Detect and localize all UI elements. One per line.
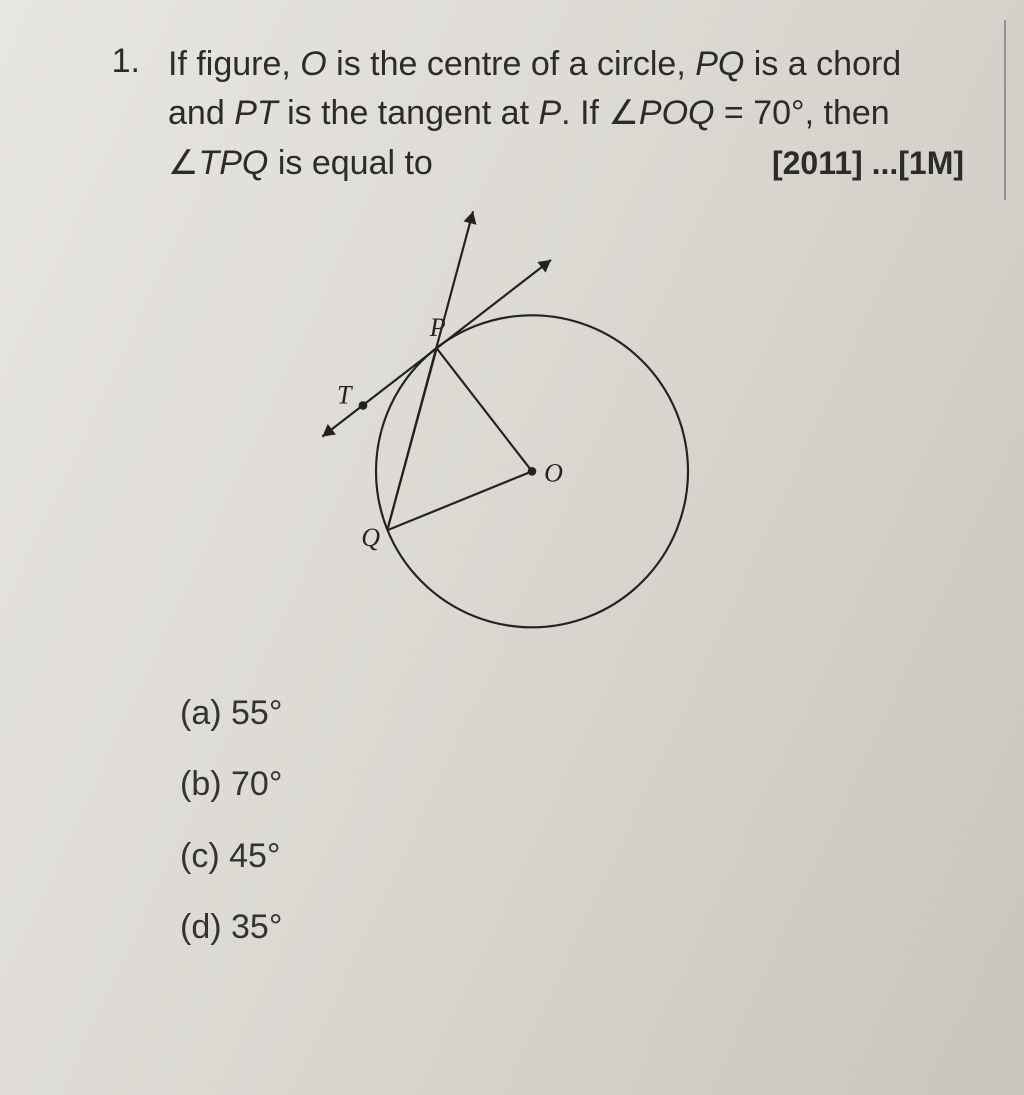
option: (b) 70°: [180, 749, 964, 820]
svg-text:T: T: [337, 381, 353, 410]
option: (a) 55°: [180, 678, 964, 749]
option: (d) 35°: [180, 892, 964, 963]
svg-text:O: O: [544, 459, 563, 488]
option: (c) 45°: [180, 821, 964, 892]
svg-text:P: P: [429, 313, 446, 342]
question-body: If figure, O is the centre of a circle, …: [168, 45, 901, 132]
svg-text:Q: Q: [361, 523, 380, 552]
question-text: If figure, O is the centre of a circle, …: [168, 40, 964, 188]
geometry-figure: O P Q T: [272, 198, 792, 658]
page: 1. If figure, O is the centre of a circl…: [0, 0, 1024, 1095]
question-last-line: ∠TPQ is equal to [2011] ...[1M]: [168, 139, 964, 188]
figure-container: O P Q T: [100, 198, 964, 658]
question-number: 1.: [100, 40, 140, 81]
margin-separator: [1004, 20, 1006, 200]
question-conclusion: ∠TPQ is equal to: [168, 139, 433, 188]
question-meta: [2011] ...[1M]: [772, 140, 964, 186]
question-row: 1. If figure, O is the centre of a circl…: [100, 40, 964, 188]
options-list: (a) 55°(b) 70°(c) 45°(d) 35°: [180, 678, 964, 964]
